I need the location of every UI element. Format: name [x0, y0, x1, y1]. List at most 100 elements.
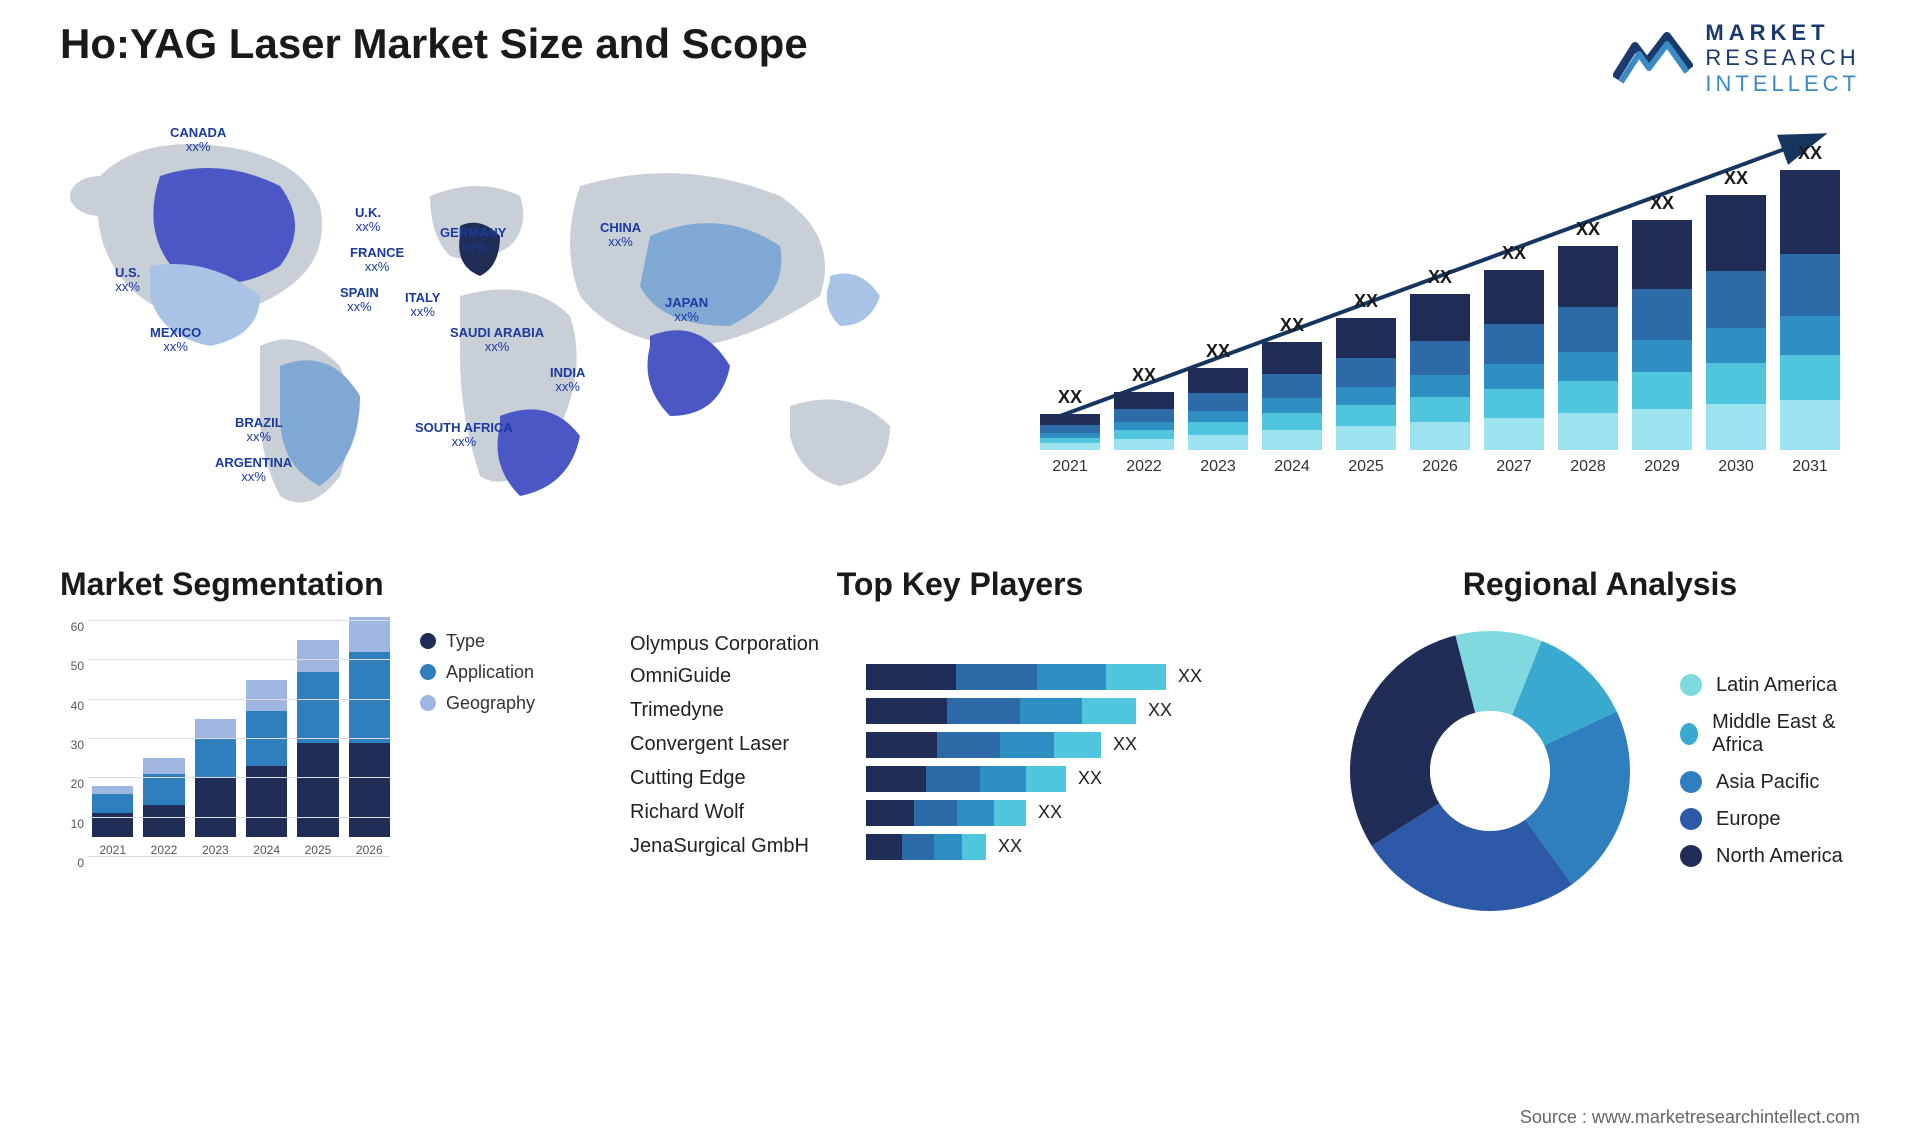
main-bar-seg: [1706, 404, 1766, 450]
main-bar-2026: XX2026: [1410, 267, 1470, 476]
main-bar-year: 2027: [1496, 458, 1532, 476]
player-row: TrimedyneXX: [630, 698, 1290, 724]
map-label-saudi-arabia: SAUDI ARABIAxx%: [450, 326, 544, 355]
players-title: Top Key Players: [630, 566, 1290, 603]
player-bar-seg: [914, 800, 957, 826]
player-bar-seg: [1106, 664, 1166, 690]
main-bar-year: 2026: [1422, 458, 1458, 476]
seg-x-label: 2026: [356, 843, 383, 857]
seg-bar-segment: [349, 617, 390, 652]
donut-center: [1430, 711, 1550, 831]
main-bar-value: XX: [1354, 291, 1378, 312]
player-bar: [866, 800, 1026, 826]
main-bar-value: XX: [1724, 168, 1748, 189]
seg-legend-label: Application: [446, 662, 534, 683]
map-label-u-k-: U.K.xx%: [355, 206, 381, 235]
swatch-icon: [420, 664, 436, 680]
seg-gridline: [88, 738, 390, 739]
main-bar-seg: [1040, 425, 1100, 433]
map-label-india: INDIAxx%: [550, 366, 585, 395]
player-name: JenaSurgical GmbH: [630, 835, 850, 858]
player-row: OmniGuideXX: [630, 664, 1290, 690]
region-legend-label: Middle East & Africa: [1712, 711, 1860, 757]
player-bar: [866, 766, 1066, 792]
map-label-mexico: MEXICOxx%: [150, 326, 201, 355]
segmentation-legend: TypeApplicationGeography: [420, 621, 535, 724]
main-bar-value: XX: [1206, 341, 1230, 362]
player-bar-seg: [866, 732, 937, 758]
main-bar-seg: [1410, 422, 1470, 450]
main-bar-year: 2021: [1052, 458, 1088, 476]
seg-y-tick: 60: [71, 620, 84, 634]
region-legend-item: Europe: [1680, 808, 1860, 831]
logo-line-2: RESEARCH: [1705, 45, 1860, 70]
player-bar: [866, 834, 986, 860]
region-legend-item: North America: [1680, 845, 1860, 868]
main-bar-seg: [1706, 363, 1766, 404]
player-bar-wrap: XX: [866, 698, 1290, 724]
main-bar-seg: [1336, 387, 1396, 405]
main-bar-seg: [1706, 271, 1766, 327]
seg-bar-segment: [143, 805, 184, 836]
main-bar-seg: [1410, 397, 1470, 422]
seg-legend-label: Geography: [446, 693, 535, 714]
segmentation-title: Market Segmentation: [60, 566, 580, 603]
player-bar-seg: [956, 664, 1037, 690]
main-bar-seg: [1114, 430, 1174, 439]
player-bar-seg: [934, 834, 962, 860]
main-bar-seg: [1114, 409, 1174, 422]
main-bar-seg: [1706, 328, 1766, 364]
player-bar-seg: [926, 766, 980, 792]
world-map: [60, 116, 980, 516]
player-value: XX: [1038, 802, 1062, 823]
player-bar-seg: [947, 698, 1020, 724]
map-label-argentina: ARGENTINAxx%: [215, 456, 292, 485]
main-bar-seg: [1188, 393, 1248, 411]
main-bar-seg: [1262, 342, 1322, 374]
map-label-italy: ITALYxx%: [405, 291, 440, 320]
source-attribution: Source : www.marketresearchintellect.com: [1520, 1107, 1860, 1128]
player-bar-seg: [1082, 698, 1136, 724]
main-bar-2022: XX2022: [1114, 365, 1174, 476]
seg-bar-segment: [92, 794, 133, 814]
seg-bar-segment: [195, 778, 236, 837]
player-row: JenaSurgical GmbH XX: [630, 834, 1290, 860]
brand-logo: MARKET RESEARCH INTELLECT: [1613, 20, 1860, 96]
player-name: OmniGuide: [630, 665, 850, 688]
region-legend-item: Latin America: [1680, 674, 1860, 697]
region-legend-label: Asia Pacific: [1716, 771, 1819, 794]
main-bar-seg: [1114, 422, 1174, 430]
seg-bar-segment: [143, 758, 184, 774]
seg-y-tick: 10: [71, 817, 84, 831]
main-bar-year: 2028: [1570, 458, 1606, 476]
main-bar-year: 2029: [1644, 458, 1680, 476]
seg-x-label: 2024: [253, 843, 280, 857]
swatch-icon: [420, 633, 436, 649]
main-bar-2030: XX2030: [1706, 168, 1766, 476]
player-name: Richard Wolf: [630, 801, 850, 824]
region-legend-item: Asia Pacific: [1680, 771, 1860, 794]
player-bar-seg: [866, 664, 956, 690]
main-bar-seg: [1484, 270, 1544, 324]
seg-x-label: 2021: [99, 843, 126, 857]
region-legend-item: Middle East & Africa: [1680, 711, 1860, 757]
main-bar-seg: [1484, 418, 1544, 450]
player-bar-seg: [937, 732, 1000, 758]
seg-bar-2025: 2025: [297, 640, 338, 857]
logo-text: MARKET RESEARCH INTELLECT: [1705, 20, 1860, 96]
player-row: Olympus Corporation: [630, 633, 1290, 656]
main-bar-2021: XX2021: [1040, 387, 1100, 476]
player-bar-seg: [866, 800, 914, 826]
main-bar-seg: [1188, 435, 1248, 450]
main-bar-chart: XX2021XX2022XX2023XX2024XX2025XX2026XX20…: [1020, 116, 1860, 516]
main-bar-seg: [1262, 398, 1322, 413]
player-bar-wrap: XX: [866, 834, 1290, 860]
player-name: Cutting Edge: [630, 767, 850, 790]
map-label-japan: JAPANxx%: [665, 296, 708, 325]
main-bar-seg: [1558, 307, 1618, 352]
region-legend-label: North America: [1716, 845, 1843, 868]
main-bar-seg: [1780, 400, 1840, 450]
region-legend-label: Europe: [1716, 808, 1781, 831]
main-bar-seg: [1410, 294, 1470, 341]
player-bar-seg: [1054, 732, 1101, 758]
